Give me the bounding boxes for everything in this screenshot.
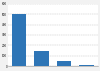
Bar [57,61,71,66]
Bar [12,14,26,66]
Bar [79,65,94,66]
Bar [34,51,49,66]
